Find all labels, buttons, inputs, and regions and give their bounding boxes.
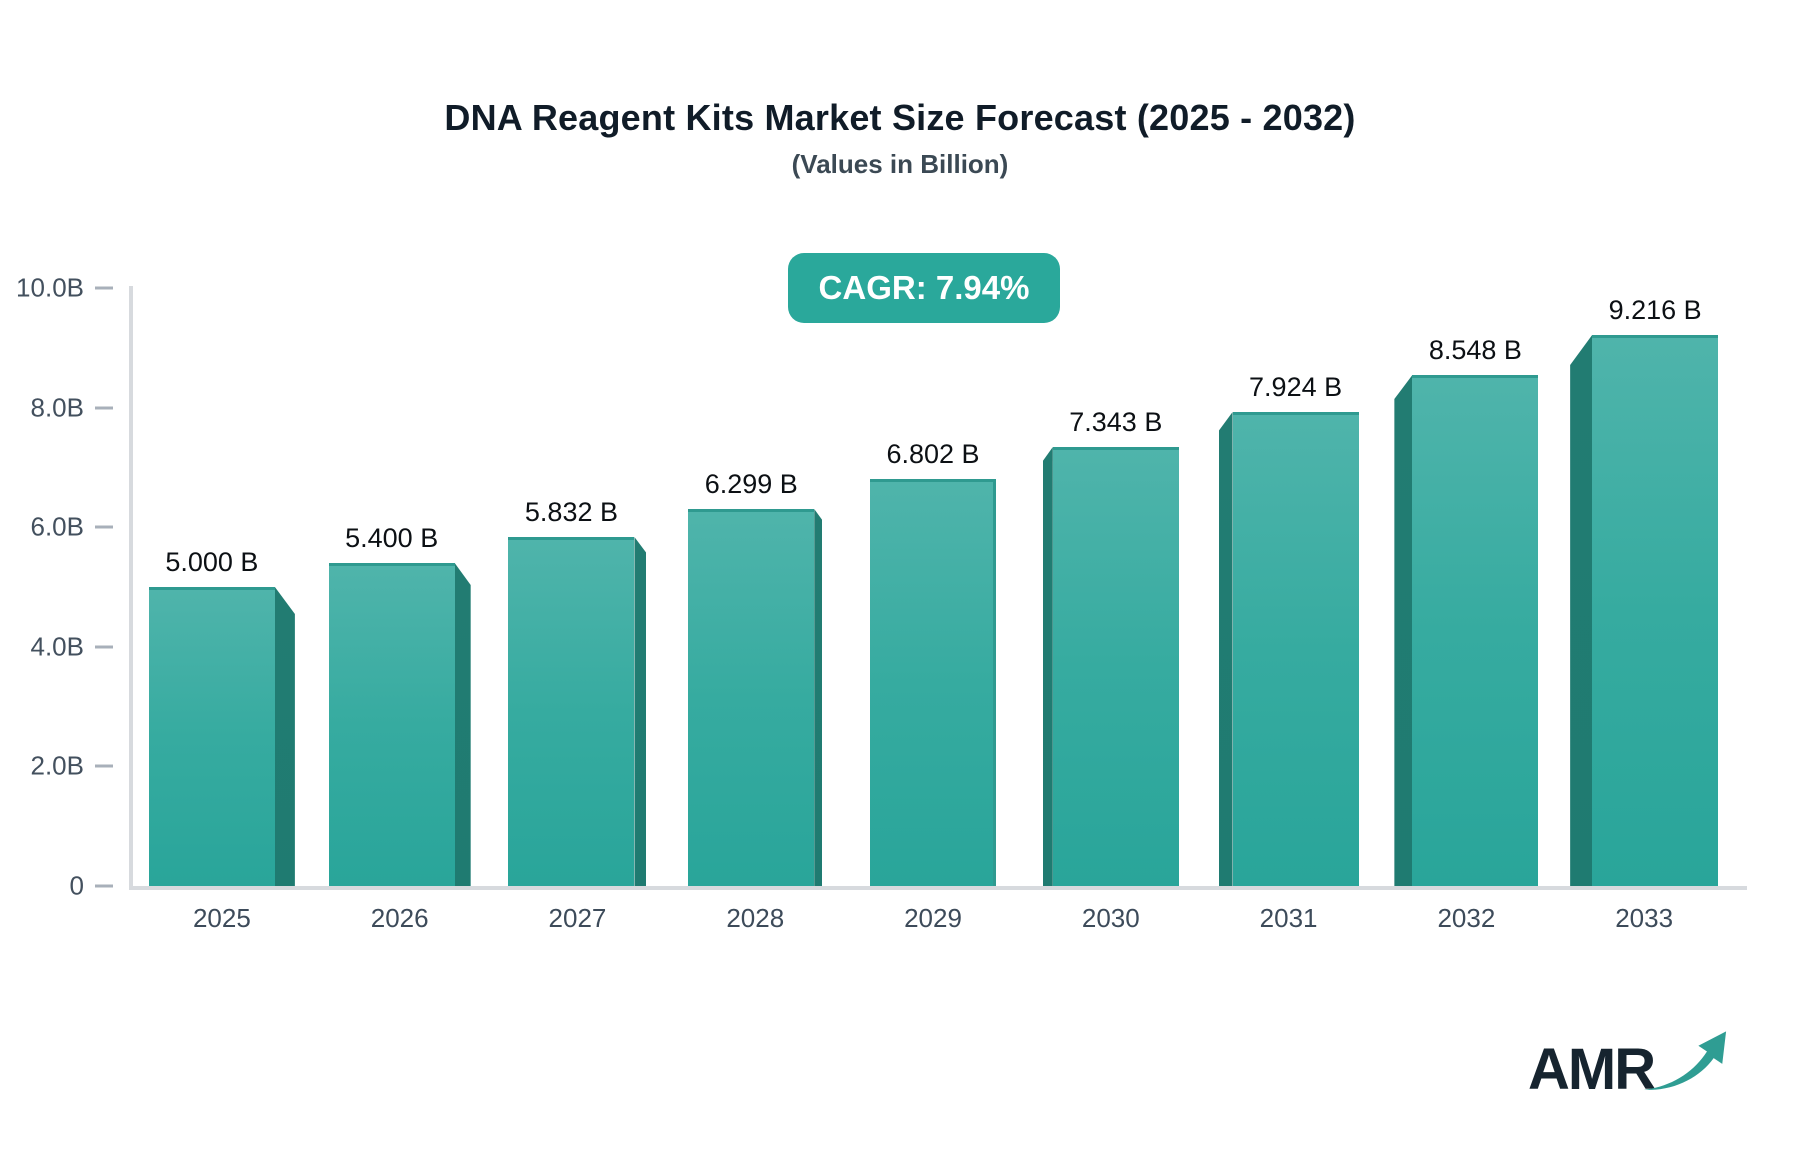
bar-group: 6.299 B 2028: [666, 288, 844, 933]
bar: 6.299 B: [688, 469, 823, 886]
bar-side-face: [454, 563, 471, 886]
bar: 7.924 B: [1218, 372, 1359, 886]
bar-side-face: [814, 509, 823, 886]
x-axis-label: 2030: [1081, 903, 1140, 933]
cagr-badge-label: CAGR: 7.94%: [818, 269, 1030, 306]
y-tick-mark: [95, 645, 113, 649]
bar-face: [1232, 412, 1359, 886]
x-axis-label: 2026: [370, 903, 429, 933]
bar-side-face: [1042, 447, 1053, 886]
x-axis-label: 2033: [1615, 903, 1674, 933]
y-tick: 0: [0, 871, 113, 902]
bar-group: 8.548 B 2032: [1377, 288, 1555, 933]
amr-logo: AMR: [1528, 1030, 1728, 1103]
y-tick-label: 6.0B: [30, 511, 85, 542]
bar: 5.000 B: [148, 547, 295, 886]
y-tick-label: 8.0B: [30, 392, 85, 423]
y-tick: 8.0B: [0, 392, 113, 423]
bar: 9.216 B: [1570, 295, 1719, 886]
bar-face: [1052, 447, 1179, 886]
x-axis-label: 2032: [1437, 903, 1496, 933]
bar: 8.548 B: [1394, 335, 1539, 886]
bar-face: [328, 563, 455, 886]
y-tick-mark: [95, 764, 113, 768]
x-axis-label: 2027: [548, 903, 607, 933]
bar: 7.343 B: [1042, 407, 1179, 886]
x-axis-label: 2031: [1259, 903, 1318, 933]
bar-value-label: 7.343 B: [1069, 407, 1163, 437]
bar-side-face: [1394, 375, 1413, 886]
y-tick: 4.0B: [0, 631, 113, 662]
growth-arrow-icon: [1644, 1030, 1727, 1090]
y-tick: 6.0B: [0, 512, 113, 543]
y-tick-mark: [95, 884, 113, 888]
bar-face: [1412, 375, 1539, 886]
amr-logo-text: AMR: [1528, 1037, 1656, 1102]
bar-group: 7.343 B 2030: [1022, 288, 1200, 933]
bar-side-face: [1218, 412, 1233, 886]
x-axis-label: 2029: [904, 903, 962, 933]
bar-face: [508, 537, 635, 886]
y-tick-mark: [95, 406, 113, 410]
x-axis-line: [129, 886, 1747, 890]
y-axis-line: [129, 286, 133, 890]
chart-subtitle: (Values in Billion): [791, 149, 1009, 179]
bar-side-face: [274, 587, 295, 886]
bars-row: 5.000 B 2025 5.400 B 2026 5.832 B 2027 6.299 B…: [133, 288, 1733, 933]
bar-value-label: 5.000 B: [165, 547, 259, 577]
bar-face: [870, 479, 997, 886]
bar-group: 5.000 B 2025: [133, 288, 311, 933]
bar-side-face: [634, 537, 647, 886]
bar-group: 9.216 B 2033: [1555, 288, 1733, 933]
bar-value-label: 8.548 B: [1428, 335, 1522, 365]
chart-title: DNA Reagent Kits Market Size Forecast (2…: [444, 97, 1356, 138]
bar-value-label: 6.299 B: [704, 469, 798, 499]
y-tick: 2.0B: [0, 751, 113, 782]
bar-value-label: 5.832 B: [524, 497, 618, 527]
bar-value-label: 6.802 B: [886, 439, 980, 469]
bar-value-label: 7.924 B: [1249, 372, 1343, 402]
bar-face: [148, 587, 275, 886]
bar-group: 6.802 B 2029: [844, 288, 1022, 933]
y-tick: 10.0B: [0, 273, 113, 304]
y-tick-mark: [95, 286, 113, 290]
y-tick-label: 10.0B: [16, 272, 84, 303]
bar-value-label: 9.216 B: [1608, 295, 1702, 325]
x-axis-label: 2025: [192, 903, 251, 933]
bar: 5.832 B: [508, 497, 647, 886]
bar-group: 7.924 B 2031: [1200, 288, 1378, 933]
bar-face: [688, 509, 815, 886]
bar: 6.802 B: [870, 439, 997, 886]
y-tick-label: 4.0B: [30, 631, 85, 662]
bar-group: 5.832 B 2027: [489, 288, 667, 933]
bar-value-label: 5.400 B: [345, 523, 439, 553]
x-axis-label: 2028: [726, 903, 785, 933]
cagr-badge: CAGR: 7.94%: [788, 253, 1060, 323]
y-tick-mark: [95, 525, 113, 529]
bar-side-face: [1570, 335, 1593, 886]
y-tick-label: 0: [69, 870, 84, 901]
bar-face: [1592, 335, 1719, 886]
y-tick-label: 2.0B: [30, 750, 85, 781]
bar-group: 5.400 B 2026: [311, 288, 489, 933]
bar: 5.400 B: [328, 523, 471, 886]
